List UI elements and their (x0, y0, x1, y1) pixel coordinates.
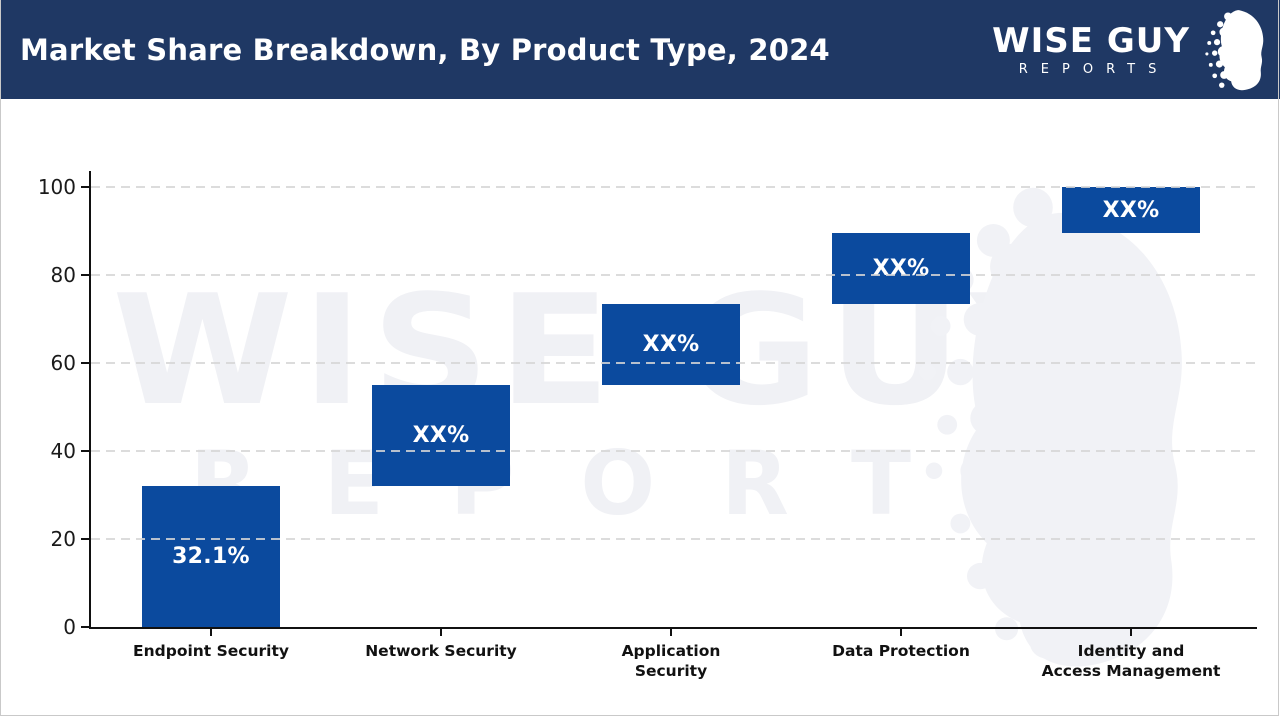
x-tick-mark-application-security (670, 629, 672, 636)
y-tick-mark-60 (81, 362, 89, 364)
wise-guy-reports-logo: WISE GUY REPORTS (992, 6, 1270, 94)
y-tick-mark-20 (81, 538, 89, 540)
y-tick-mark-80 (81, 274, 89, 276)
header-band: Market Share Breakdown, By Product Type,… (0, 0, 1280, 99)
x-tick-mark-data-protection (900, 629, 902, 636)
bar-value-label-identity-and-access-management: XX% (1102, 197, 1160, 223)
gridline-40 (91, 450, 1256, 452)
x-tick-label-line: Data Protection (832, 642, 970, 660)
bar-value-label-application-security: XX% (642, 331, 700, 357)
y-tick-label-40: 40 (50, 439, 76, 463)
logo-wiseguy-text: WISE GUY (992, 21, 1190, 61)
logo-face-icon (1205, 10, 1264, 91)
y-tick-label-100: 100 (37, 175, 76, 199)
y-tick-label-20: 20 (50, 527, 76, 551)
y-axis-line (89, 171, 91, 629)
logo-text-block: WISE GUY REPORTS (992, 24, 1190, 76)
x-axis-line (89, 627, 1257, 629)
chart-title: Market Share Breakdown, By Product Type,… (20, 32, 830, 67)
bar-data-protection: XX% (832, 233, 970, 304)
bar-network-security: XX% (372, 385, 510, 486)
y-tick-mark-0 (81, 626, 89, 628)
x-tick-label-identity-and-access-management: Identity and Access Management (1016, 641, 1246, 681)
x-tick-label-line: Security (634, 662, 708, 680)
logo-reports-text: REPORTS (1018, 62, 1170, 77)
bar-value-label-network-security: XX% (412, 422, 470, 448)
x-tick-label-line: Application (621, 642, 721, 660)
x-tick-label-line: Identity and (1077, 642, 1185, 660)
y-tick-label-80: 80 (50, 263, 76, 287)
bar-application-security: XX% (602, 303, 740, 385)
x-tick-label-line: Endpoint Security (133, 642, 289, 660)
y-tick-mark-40 (81, 450, 89, 452)
x-tick-mark-endpoint-security (210, 629, 212, 636)
bar-value-label-data-protection: XX% (872, 255, 930, 281)
x-tick-label-endpoint-security: Endpoint Security (96, 641, 326, 661)
x-tick-label-network-security: Network Security (326, 641, 556, 661)
y-tick-label-0: 0 (63, 615, 76, 639)
gridline-60 (91, 362, 1256, 364)
bar-identity-and-access-management: XX% (1062, 187, 1200, 234)
x-tick-label-application-security: Application Security (556, 641, 786, 681)
x-tick-mark-identity-and-access-management (1130, 629, 1132, 636)
gridline-100 (91, 186, 1256, 188)
gridline-80 (91, 274, 1256, 276)
gridline-20 (91, 538, 1256, 540)
x-tick-mark-network-security (440, 629, 442, 636)
bar-endpoint-security: 32.1% (142, 485, 280, 627)
x-tick-label-line: Access Management (1041, 662, 1221, 680)
bar-value-label-endpoint-security: 32.1% (172, 543, 250, 569)
y-tick-mark-100 (81, 186, 89, 188)
y-tick-label-60: 60 (50, 351, 76, 375)
x-tick-label-line: Network Security (365, 642, 517, 660)
x-tick-label-data-protection: Data Protection (786, 641, 1016, 661)
